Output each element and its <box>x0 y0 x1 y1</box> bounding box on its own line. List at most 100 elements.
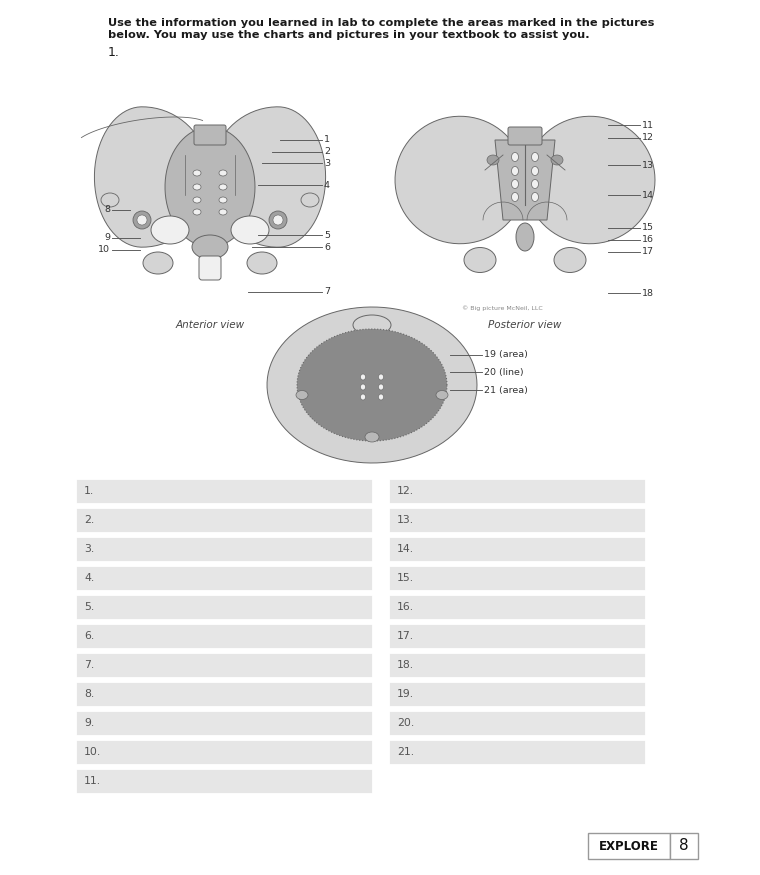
Polygon shape <box>210 107 325 247</box>
Text: 18.: 18. <box>397 660 414 670</box>
FancyBboxPatch shape <box>199 256 221 280</box>
Text: 15: 15 <box>642 223 654 233</box>
Polygon shape <box>297 329 447 441</box>
Text: 20 (line): 20 (line) <box>484 368 524 376</box>
Polygon shape <box>395 116 525 244</box>
Ellipse shape <box>219 209 227 215</box>
Text: 13: 13 <box>642 160 654 170</box>
Text: 2.: 2. <box>84 515 94 525</box>
Text: 4.: 4. <box>84 573 94 583</box>
Ellipse shape <box>436 390 448 400</box>
Bar <box>75 478 373 504</box>
Bar <box>75 507 373 533</box>
Ellipse shape <box>193 184 201 190</box>
Ellipse shape <box>151 216 189 244</box>
Bar <box>388 623 646 649</box>
Text: 19.: 19. <box>397 689 414 699</box>
Bar <box>388 681 646 707</box>
Text: below. You may use the charts and pictures in your textbook to assist you.: below. You may use the charts and pictur… <box>108 30 590 40</box>
Text: 11: 11 <box>642 121 654 130</box>
FancyBboxPatch shape <box>508 127 542 145</box>
Bar <box>75 623 373 649</box>
Text: 7.: 7. <box>84 660 94 670</box>
Ellipse shape <box>269 211 287 229</box>
Text: 8: 8 <box>679 838 689 853</box>
Text: 11.: 11. <box>84 776 101 786</box>
Text: 14.: 14. <box>397 544 414 554</box>
Polygon shape <box>94 107 210 247</box>
Polygon shape <box>267 307 477 463</box>
Bar <box>388 478 646 504</box>
Text: 10: 10 <box>98 246 110 255</box>
Ellipse shape <box>219 184 227 190</box>
Ellipse shape <box>360 374 366 380</box>
Text: 14: 14 <box>642 191 654 200</box>
Ellipse shape <box>193 209 201 215</box>
Bar <box>388 507 646 533</box>
Text: 16.: 16. <box>397 602 414 612</box>
Text: EXPLORE: EXPLORE <box>599 839 659 852</box>
FancyBboxPatch shape <box>194 125 226 145</box>
Ellipse shape <box>360 394 366 400</box>
Text: Use the information you learned in lab to complete the areas marked in the pictu: Use the information you learned in lab t… <box>108 18 654 28</box>
Text: 13.: 13. <box>397 515 414 525</box>
Text: © Big picture McNeil, LLC: © Big picture McNeil, LLC <box>462 305 543 311</box>
Ellipse shape <box>143 252 173 274</box>
Text: 1: 1 <box>324 136 330 144</box>
Bar <box>75 565 373 591</box>
Polygon shape <box>495 140 555 220</box>
Text: 6.: 6. <box>84 631 94 641</box>
Ellipse shape <box>511 179 518 188</box>
Text: 10.: 10. <box>84 747 101 757</box>
Text: 6: 6 <box>324 242 330 251</box>
Ellipse shape <box>296 390 308 400</box>
Ellipse shape <box>353 315 391 335</box>
Ellipse shape <box>365 432 379 442</box>
Ellipse shape <box>487 155 499 165</box>
Text: 21 (area): 21 (area) <box>484 386 528 395</box>
Bar <box>388 594 646 620</box>
Ellipse shape <box>219 197 227 203</box>
Ellipse shape <box>378 374 384 380</box>
Ellipse shape <box>511 166 518 176</box>
Text: 3.: 3. <box>84 544 94 554</box>
Bar <box>75 768 373 794</box>
Text: 20.: 20. <box>397 718 414 728</box>
Ellipse shape <box>360 384 366 390</box>
Ellipse shape <box>193 170 201 176</box>
Ellipse shape <box>551 155 563 165</box>
Bar <box>75 536 373 562</box>
Text: 18: 18 <box>642 289 654 298</box>
Text: 21.: 21. <box>397 747 414 757</box>
Ellipse shape <box>231 216 269 244</box>
Ellipse shape <box>554 248 586 272</box>
Ellipse shape <box>378 394 384 400</box>
Ellipse shape <box>192 235 228 259</box>
Polygon shape <box>525 116 655 244</box>
Ellipse shape <box>101 193 119 207</box>
Text: 2: 2 <box>324 148 330 157</box>
Ellipse shape <box>531 152 539 162</box>
Text: 5.: 5. <box>84 602 94 612</box>
Text: Anterior view: Anterior view <box>176 320 245 330</box>
Bar <box>75 739 373 765</box>
Text: 1.: 1. <box>108 46 120 59</box>
Text: 8.: 8. <box>84 689 94 699</box>
Text: 17.: 17. <box>397 631 414 641</box>
Ellipse shape <box>137 215 147 225</box>
Text: 4: 4 <box>324 180 330 190</box>
Bar <box>75 710 373 736</box>
Bar <box>670 833 698 859</box>
Text: 3: 3 <box>324 158 330 167</box>
Text: 8: 8 <box>104 206 110 214</box>
Text: 7: 7 <box>324 288 330 297</box>
Ellipse shape <box>378 384 384 390</box>
Ellipse shape <box>247 252 277 274</box>
Text: 15.: 15. <box>397 573 414 583</box>
Text: 12.: 12. <box>397 486 414 496</box>
Polygon shape <box>165 127 255 247</box>
Text: 9.: 9. <box>84 718 94 728</box>
Bar <box>588 833 670 859</box>
Ellipse shape <box>531 166 539 176</box>
Bar <box>388 565 646 591</box>
